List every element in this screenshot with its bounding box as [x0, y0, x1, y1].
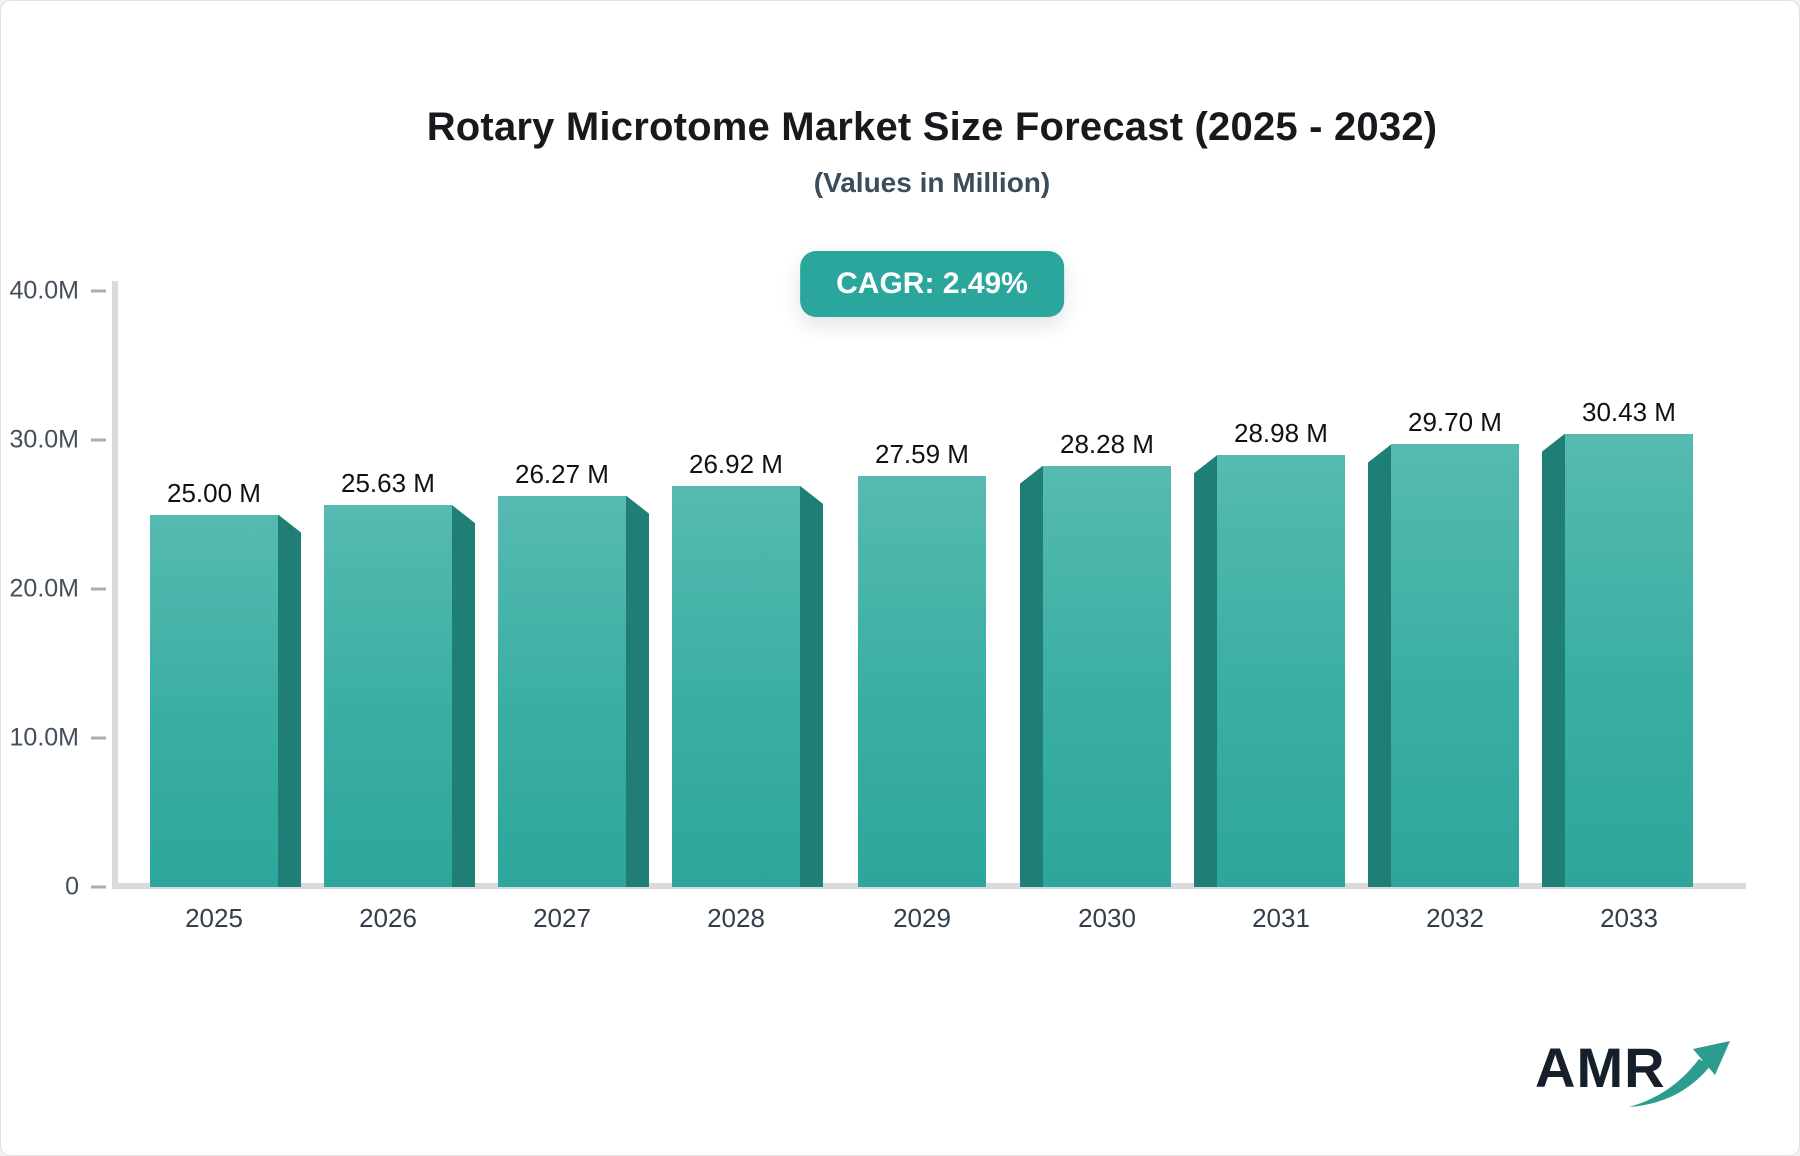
- bar-value-label: 29.70 M: [1408, 407, 1502, 438]
- x-axis-label: 2027: [533, 903, 591, 933]
- y-tick-mark: [91, 885, 106, 889]
- amr-logo: AMR: [1535, 1031, 1730, 1121]
- bar-side-3d: [1194, 455, 1217, 887]
- bar-side-3d: [1368, 444, 1391, 887]
- bar-column-2028: 26.92 M: [672, 449, 823, 887]
- x-axis-label: 2026: [359, 903, 417, 933]
- x-axis-labels: 2025 2026 2027 2028 2029 2030 2031 2032 2033: [150, 903, 1693, 934]
- x-axis-label: 2030: [1078, 903, 1136, 933]
- bar-value-label: 28.98 M: [1234, 418, 1328, 449]
- y-tick-label: 10.0M: [9, 723, 79, 752]
- bar-side-3d: [1542, 433, 1565, 887]
- bar-face: [1043, 465, 1171, 887]
- y-tick-mark: [91, 736, 106, 740]
- bar-column-2033: 30.43 M: [1542, 397, 1693, 887]
- y-tick-label: 30.0M: [9, 425, 79, 454]
- x-axis-label: 2025: [185, 903, 243, 933]
- bar-side-3d: [278, 514, 301, 887]
- bar-column-2032: 29.70 M: [1368, 407, 1519, 887]
- bar-face: [1565, 433, 1693, 887]
- bar-value-label: 25.63 M: [341, 468, 435, 499]
- bar-face: [150, 514, 278, 887]
- bar-series: 25.00 M 25.63 M 26.27 M 26.92 M 27.59 M 28.28…: [150, 397, 1693, 887]
- bar-column-2029: 27.59 M: [846, 439, 997, 887]
- chart-title: Rotary Microtome Market Size Forecast (2…: [426, 105, 1438, 149]
- x-axis-label: 2033: [1600, 903, 1658, 933]
- bar-side-3d: [1020, 465, 1043, 887]
- bar-value-label: 28.28 M: [1060, 428, 1154, 459]
- cagr-badge: CAGR: 2.49%: [800, 251, 1064, 317]
- bar-column-2026: 25.63 M: [324, 468, 475, 887]
- bar-side-3d: [800, 485, 823, 887]
- bar-face: [498, 495, 626, 887]
- bar-face: [858, 475, 986, 887]
- bar-column-2025: 25.00 M: [150, 478, 301, 887]
- bar-column-2027: 26.27 M: [498, 459, 649, 887]
- growth-arrow-icon: [1629, 1041, 1730, 1107]
- x-axis-label: 2029: [893, 903, 951, 933]
- amr-logo-text: AMR: [1535, 1036, 1666, 1099]
- bar-value-label: 25.00 M: [167, 477, 261, 508]
- bar-column-2031: 28.98 M: [1194, 418, 1345, 887]
- bar-column-2030: 28.28 M: [1020, 429, 1171, 887]
- y-tick-mark: [91, 587, 106, 591]
- bar-face: [672, 485, 800, 887]
- bar-value-label: 30.43 M: [1582, 396, 1676, 427]
- y-tick-mark: [91, 438, 106, 442]
- bar-value-label: 26.27 M: [515, 458, 609, 489]
- y-tick-label: 20.0M: [9, 574, 79, 603]
- bar-face: [1391, 444, 1519, 887]
- bar-side-3d: [452, 505, 475, 887]
- bar-face: [324, 505, 452, 887]
- bar-side-3d: [626, 495, 649, 887]
- x-axis-label: 2031: [1252, 903, 1310, 933]
- y-tick-label: 40.0M: [9, 276, 79, 305]
- x-axis-label: 2028: [707, 903, 765, 933]
- y-tick-label: 0: [65, 872, 79, 901]
- x-axis-label: 2032: [1426, 903, 1484, 933]
- chart-subtitle: (Values in Million): [813, 167, 1051, 198]
- bar-face: [1217, 455, 1345, 887]
- y-axis-line: [112, 281, 118, 889]
- y-tick-mark: [91, 289, 106, 293]
- bar-value-label: 27.59 M: [875, 438, 969, 469]
- bar-value-label: 26.92 M: [689, 448, 783, 479]
